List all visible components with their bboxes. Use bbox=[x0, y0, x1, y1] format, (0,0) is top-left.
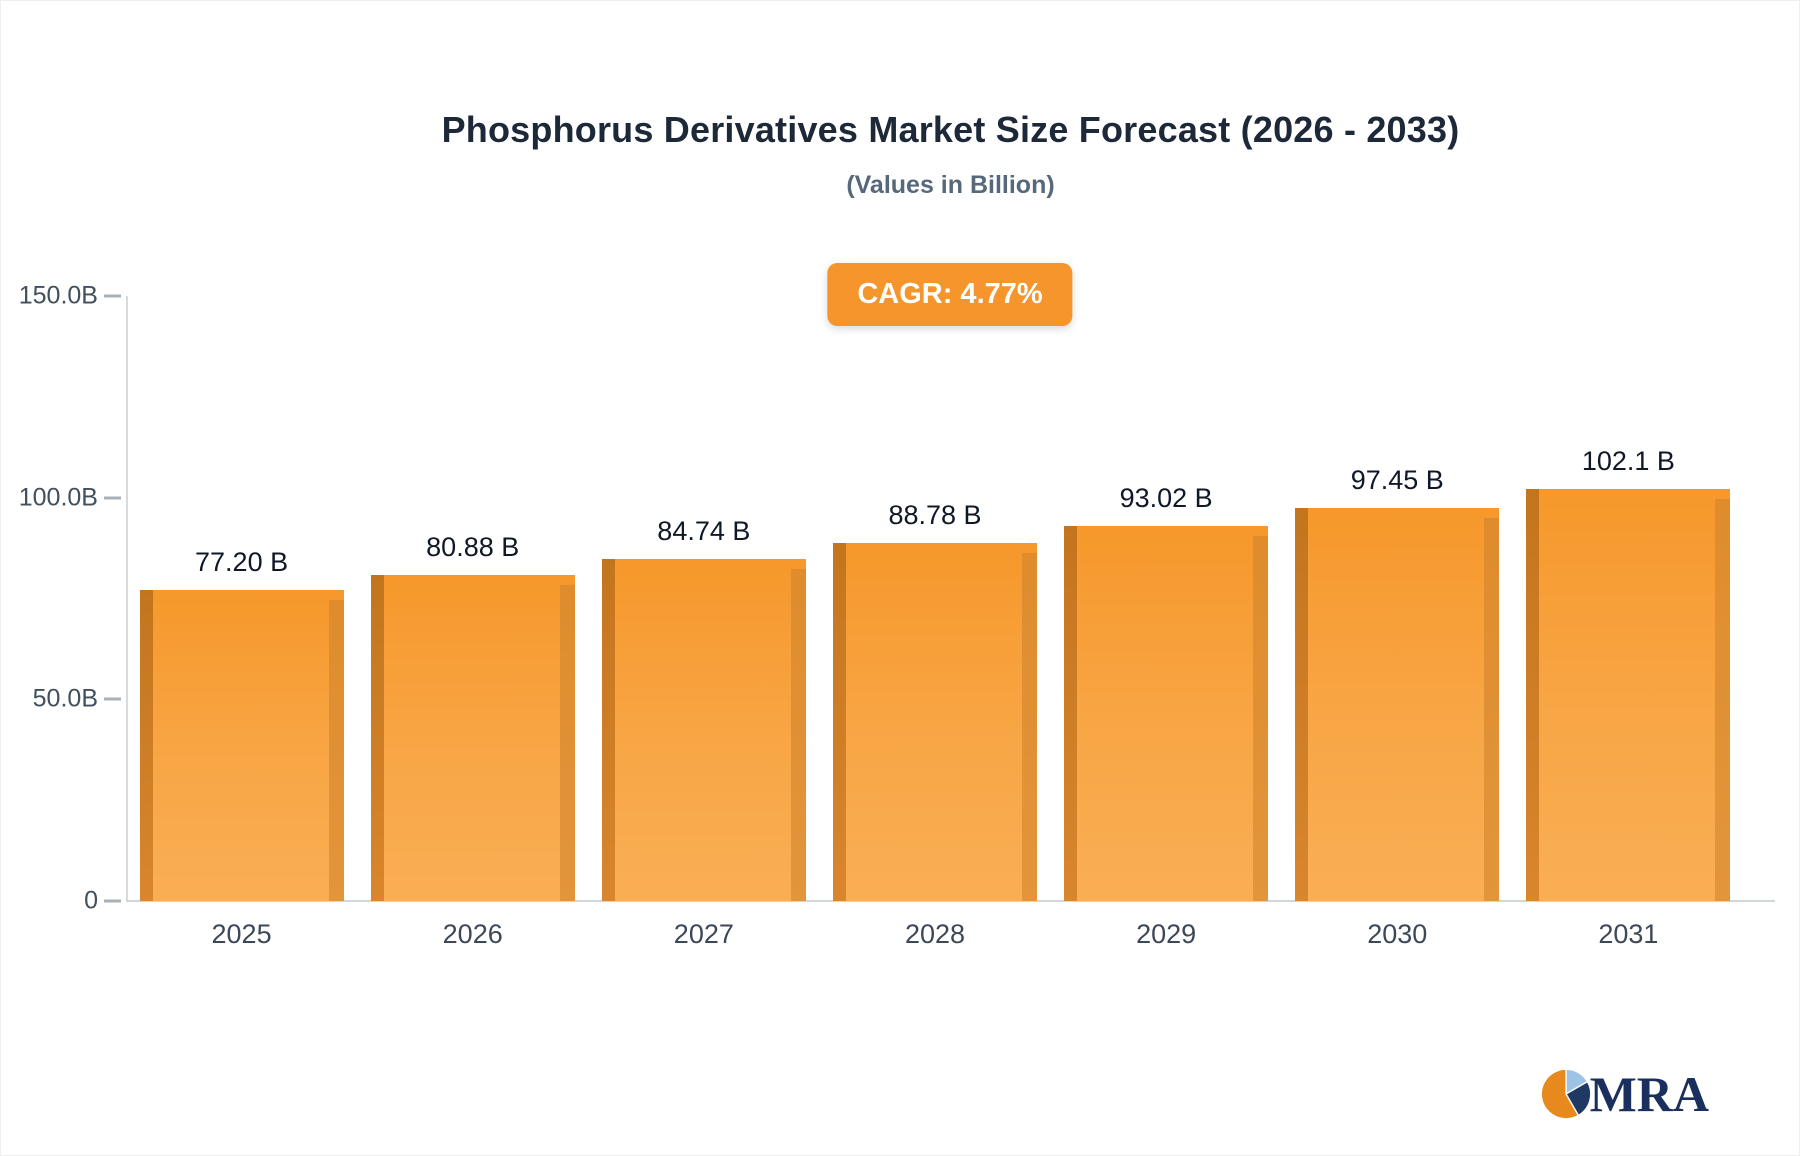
bar bbox=[1526, 489, 1731, 901]
chart-title: Phosphorus Derivatives Market Size Forec… bbox=[441, 109, 1460, 150]
mra-pie-icon bbox=[1540, 1068, 1591, 1120]
bar bbox=[139, 589, 344, 902]
x-axis-category-label: 2025 bbox=[211, 919, 272, 949]
bars-container: 77.20 B 2025 80.88 B 2026 84.74 B 2027 88.78 B… bbox=[126, 296, 1744, 949]
y-axis-tick-label: 50.0B bbox=[32, 684, 98, 713]
y-axis-tick-mark bbox=[104, 697, 121, 701]
cagr-badge: CAGR: 4.77% bbox=[827, 263, 1073, 326]
bar-group: 97.45 B 2030 bbox=[1282, 296, 1513, 949]
bar-group: 88.78 B 2028 bbox=[819, 296, 1050, 949]
x-axis-category-label: 2031 bbox=[1598, 919, 1659, 949]
plot-area: 77.20 B 2025 80.88 B 2026 84.74 B 2027 88.78 B… bbox=[19, 282, 1775, 949]
bar bbox=[370, 574, 575, 902]
bar-group: 93.02 B 2029 bbox=[1051, 296, 1282, 949]
y-axis-tick-label: 0 bbox=[84, 886, 98, 915]
y-axis-tick-label: 150.0B bbox=[18, 281, 98, 310]
bar-value-label: 97.45 B bbox=[1350, 464, 1444, 495]
y-axis-tick-mark bbox=[104, 899, 121, 903]
bar-value-label: 77.20 B bbox=[195, 546, 289, 577]
bar-value-label: 88.78 B bbox=[888, 499, 982, 530]
bar bbox=[1295, 507, 1500, 902]
bar-group: 84.74 B 2027 bbox=[588, 296, 819, 949]
x-axis-line bbox=[126, 900, 1775, 902]
bar-value-label: 93.02 B bbox=[1119, 482, 1213, 513]
bar bbox=[601, 559, 806, 901]
bar-group: 80.88 B 2026 bbox=[357, 296, 588, 949]
x-axis-category-label: 2026 bbox=[442, 919, 503, 949]
chart-subtitle: (Values in Billion) bbox=[846, 171, 1055, 199]
bar bbox=[1064, 525, 1269, 902]
mra-logo-text: MRA bbox=[1589, 1066, 1709, 1122]
x-axis-category-label: 2027 bbox=[673, 919, 734, 949]
bar-group: 102.1 B 2031 bbox=[1513, 296, 1744, 949]
x-axis-category-label: 2029 bbox=[1136, 919, 1197, 949]
y-axis-line bbox=[126, 296, 128, 901]
bar bbox=[832, 542, 1037, 902]
bar-value-label: 80.88 B bbox=[426, 531, 520, 562]
y-axis-tick-mark bbox=[104, 496, 121, 500]
bar-value-label: 84.74 B bbox=[657, 516, 751, 547]
y-axis-tick-mark bbox=[104, 294, 121, 298]
y-axis-tick-label: 100.0B bbox=[18, 483, 98, 512]
x-axis-category-label: 2028 bbox=[904, 919, 966, 949]
bar-value-label: 102.1 B bbox=[1581, 446, 1675, 477]
chart-header: Phosphorus Derivatives Market Size Forec… bbox=[126, 109, 1775, 200]
mra-logo: MRA bbox=[1539, 1067, 1709, 1121]
bar-group: 77.20 B 2025 bbox=[126, 296, 357, 949]
x-axis-category-label: 2030 bbox=[1367, 919, 1428, 949]
